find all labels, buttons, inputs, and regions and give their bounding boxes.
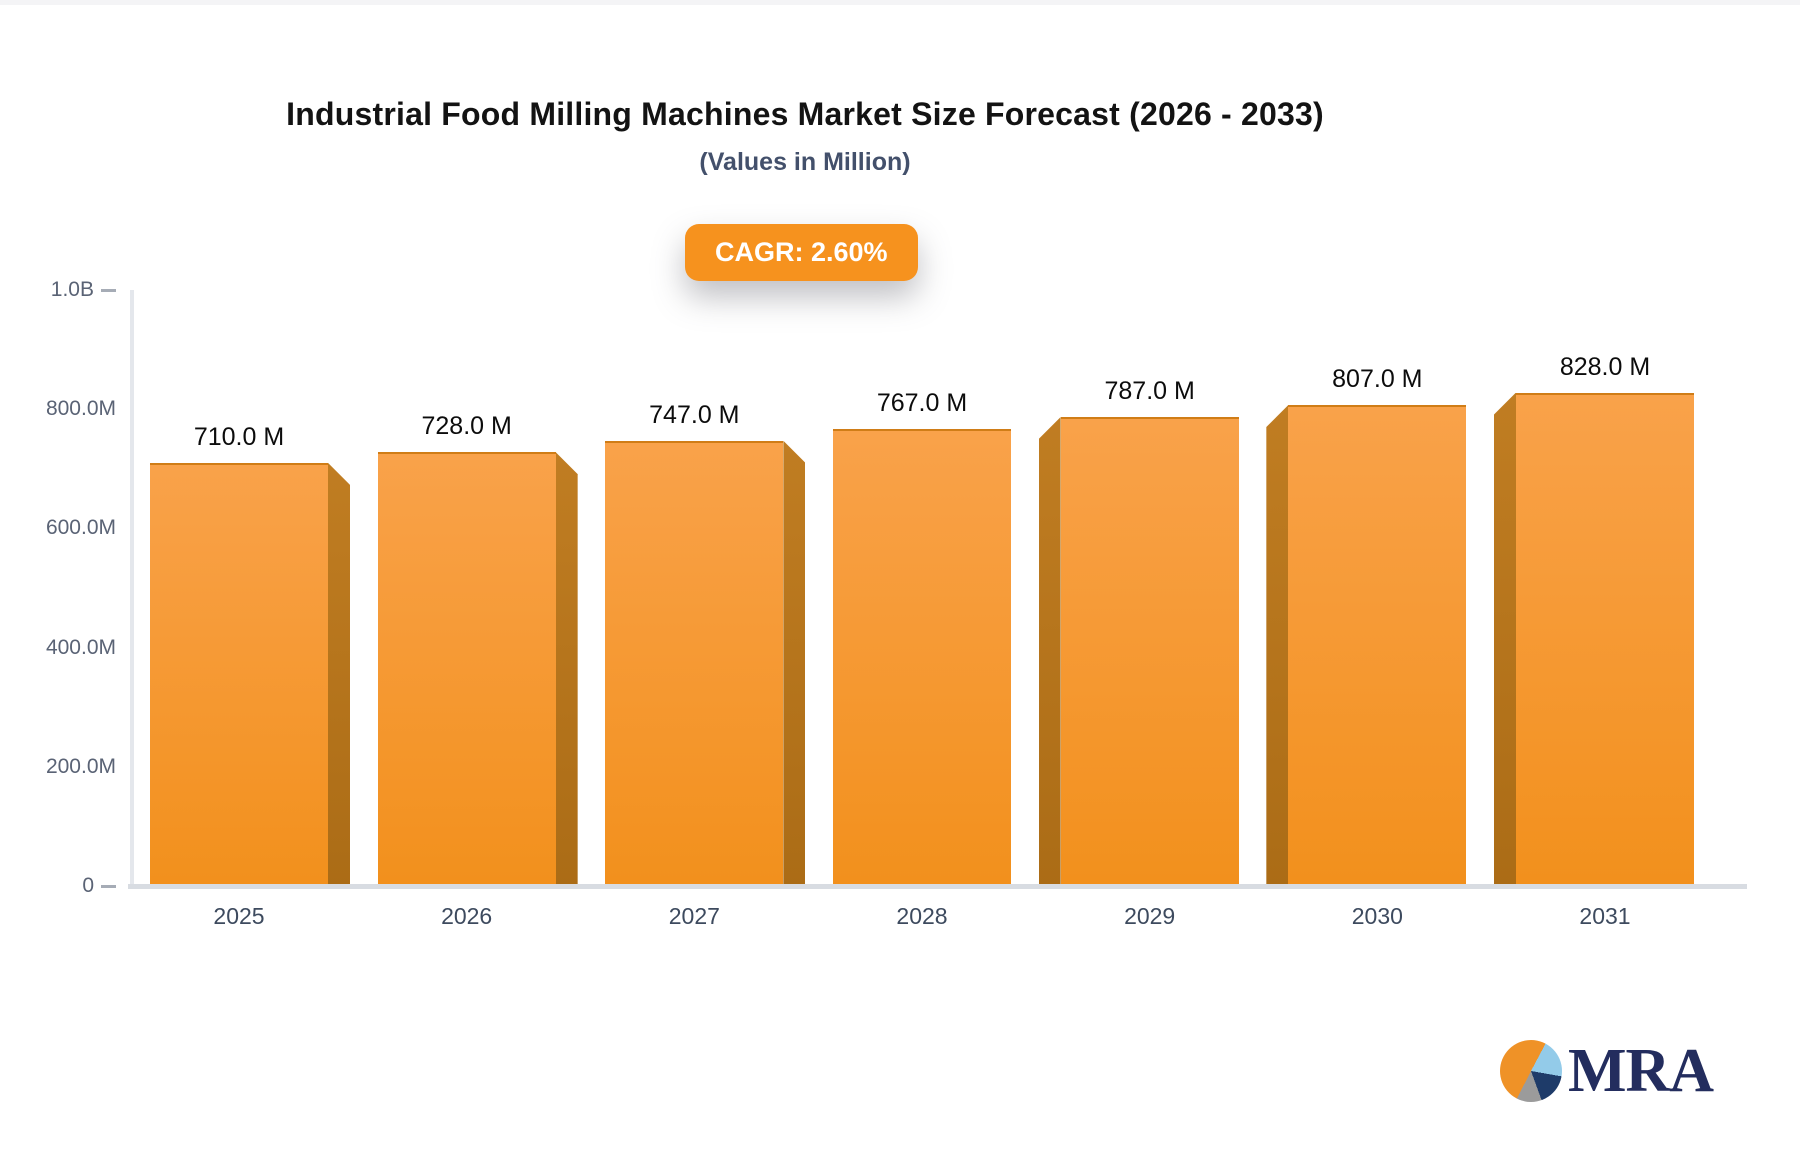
bar-2028[interactable] [833,428,1011,889]
bar-2031[interactable] [1516,392,1694,889]
bar-2030[interactable] [1288,405,1467,889]
y-tick-text: 1.0B [50,278,94,301]
x-axis-label-2029: 2029 [1124,903,1176,929]
bar-side-face-2029 [1038,416,1061,887]
bar-value-label-2029: 787.0 M [1104,376,1195,405]
y-tick-text: 400.0M [45,635,116,659]
chart-title: Industrial Food Milling Machines Market … [286,96,1324,132]
bar-side-face-2031 [1494,392,1516,887]
x-axis-label-2026: 2026 [441,903,493,929]
y-axis-line [130,290,134,887]
x-axis-label-2031: 2031 [1579,903,1631,929]
y-tick-text: 600.0M [45,516,116,540]
chart-subtitle: (Values in Million) [699,148,911,176]
bar-side-face-2030 [1266,405,1289,887]
y-tick-text: 0 [82,874,94,897]
bar-side-face-2026 [555,452,578,887]
logo-text: MRA [1568,1037,1714,1105]
bar-2027[interactable] [605,440,784,889]
bar-value-label-2027: 747.0 M [649,400,740,429]
y-tick-text: 800.0M [45,397,116,421]
y-axis-tick-label: 0 [0,874,116,898]
bar-value-label-2028: 767.0 M [876,388,968,417]
bar-value-label-2030: 807.0 M [1332,365,1423,394]
y-tick-dash-icon [101,884,116,888]
y-axis-tick-label: 400.0M [0,636,116,660]
bar-value-label-2026: 728.0 M [421,412,512,441]
y-axis-tick-label: 1.0B [0,278,116,302]
x-axis-label-2030: 2030 [1351,903,1403,929]
cagr-badge: CAGR: 2.60% [685,224,918,281]
y-tick-dash-icon [101,288,116,292]
y-axis-tick-label: 200.0M [0,755,116,779]
x-axis-label-2028: 2028 [896,903,948,929]
x-axis-label-2027: 2027 [668,903,720,929]
bar-2026[interactable] [377,452,556,889]
y-axis-tick-label: 600.0M [0,516,116,540]
brand-logo: MRA [1500,1037,1714,1105]
y-tick-text: 200.0M [45,754,116,778]
bar-value-label-2025: 710.0 M [193,422,285,451]
y-axis-tick-label: 800.0M [0,397,116,421]
bar-value-label-2031: 828.0 M [1559,352,1651,381]
top-edge-strip [0,0,1800,5]
bar-2029[interactable] [1060,416,1239,889]
bar-side-face-2025 [328,462,350,887]
pie-chart-logo-icon [1500,1040,1562,1102]
x-axis-baseline [128,884,1747,889]
bar-2025[interactable] [150,462,328,889]
bar-side-face-2027 [783,440,806,887]
x-axis-label-2025: 2025 [213,903,265,929]
